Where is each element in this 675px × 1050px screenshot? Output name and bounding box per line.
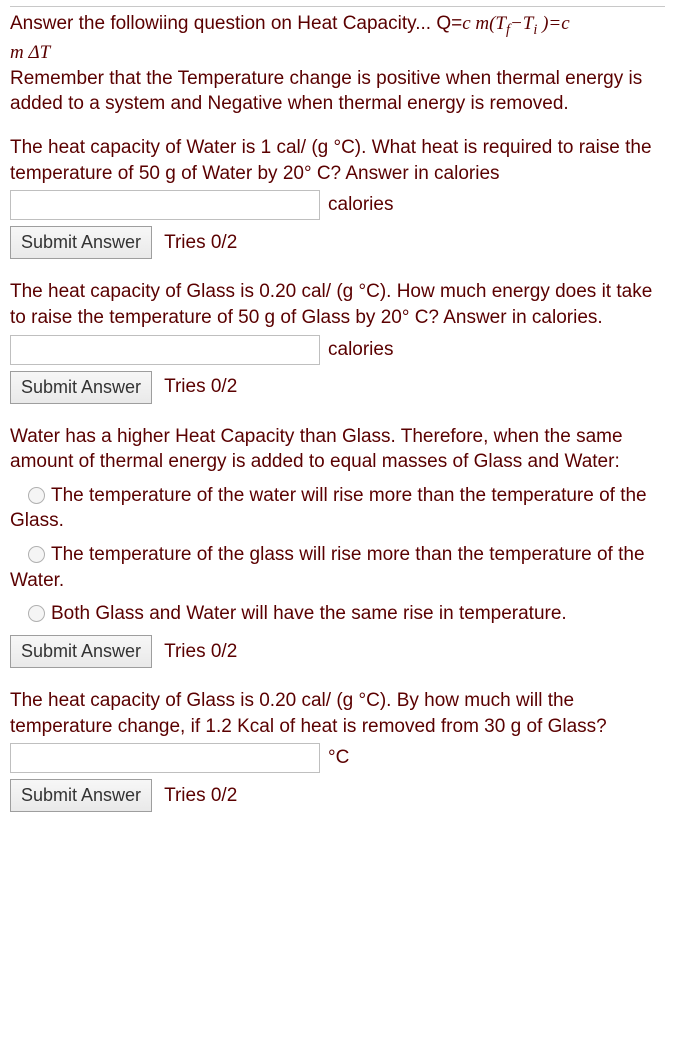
- radio-icon: [28, 487, 45, 504]
- q3-prompt: Water has a higher Heat Capacity than Gl…: [10, 424, 665, 475]
- formula-part1: c m(T: [462, 13, 506, 34]
- q2-answer-input[interactable]: [10, 335, 320, 365]
- q1-tries: Tries 0/2: [164, 230, 237, 256]
- q1-input-row: calories: [10, 190, 665, 220]
- q2-unit: calories: [328, 337, 393, 363]
- q2-prompt: The heat capacity of Glass is 0.20 cal/ …: [10, 279, 665, 330]
- q2-submit-button[interactable]: Submit Answer: [10, 371, 152, 404]
- q4-prompt: The heat capacity of Glass is 0.20 cal/ …: [10, 688, 665, 739]
- radio-icon: [28, 605, 45, 622]
- q4-submit-button[interactable]: Submit Answer: [10, 779, 152, 812]
- q3-tries: Tries 0/2: [164, 639, 237, 665]
- top-divider: [10, 6, 665, 7]
- formula-mid: −T: [510, 13, 533, 34]
- q4-answer-input[interactable]: [10, 743, 320, 773]
- intro-reminder: Remember that the Temperature change is …: [10, 68, 642, 115]
- q3-option-3[interactable]: Both Glass and Water will have the same …: [10, 601, 665, 627]
- q3-opt2-label: The temperature of the glass will rise m…: [10, 544, 645, 591]
- q1-submit-button[interactable]: Submit Answer: [10, 226, 152, 259]
- intro-line1-prefix: Answer the followiing question on Heat C…: [10, 13, 462, 34]
- q3-option-1[interactable]: The temperature of the water will rise m…: [10, 483, 665, 534]
- intro-block: Answer the followiing question on Heat C…: [10, 11, 665, 117]
- q1-answer-input[interactable]: [10, 190, 320, 220]
- q2-submit-row: Submit Answer Tries 0/2: [10, 371, 665, 404]
- q1-unit: calories: [328, 192, 393, 218]
- q4-input-row: °C: [10, 743, 665, 773]
- q3-opt1-label: The temperature of the water will rise m…: [10, 485, 647, 532]
- q1-submit-row: Submit Answer Tries 0/2: [10, 226, 665, 259]
- formula-line2: m ΔT: [10, 42, 50, 63]
- q4-tries: Tries 0/2: [164, 783, 237, 809]
- q2-input-row: calories: [10, 335, 665, 365]
- q1-prompt: The heat capacity of Water is 1 cal/ (g …: [10, 135, 665, 186]
- q2-tries: Tries 0/2: [164, 374, 237, 400]
- radio-icon: [28, 546, 45, 563]
- q3-submit-row: Submit Answer Tries 0/2: [10, 635, 665, 668]
- q3-opt3-label: Both Glass and Water will have the same …: [51, 603, 567, 624]
- q4-submit-row: Submit Answer Tries 0/2: [10, 779, 665, 812]
- q4-unit: °C: [328, 745, 349, 771]
- q3-option-2[interactable]: The temperature of the glass will rise m…: [10, 542, 665, 593]
- formula-end: )=c: [537, 13, 569, 34]
- q3-submit-button[interactable]: Submit Answer: [10, 635, 152, 668]
